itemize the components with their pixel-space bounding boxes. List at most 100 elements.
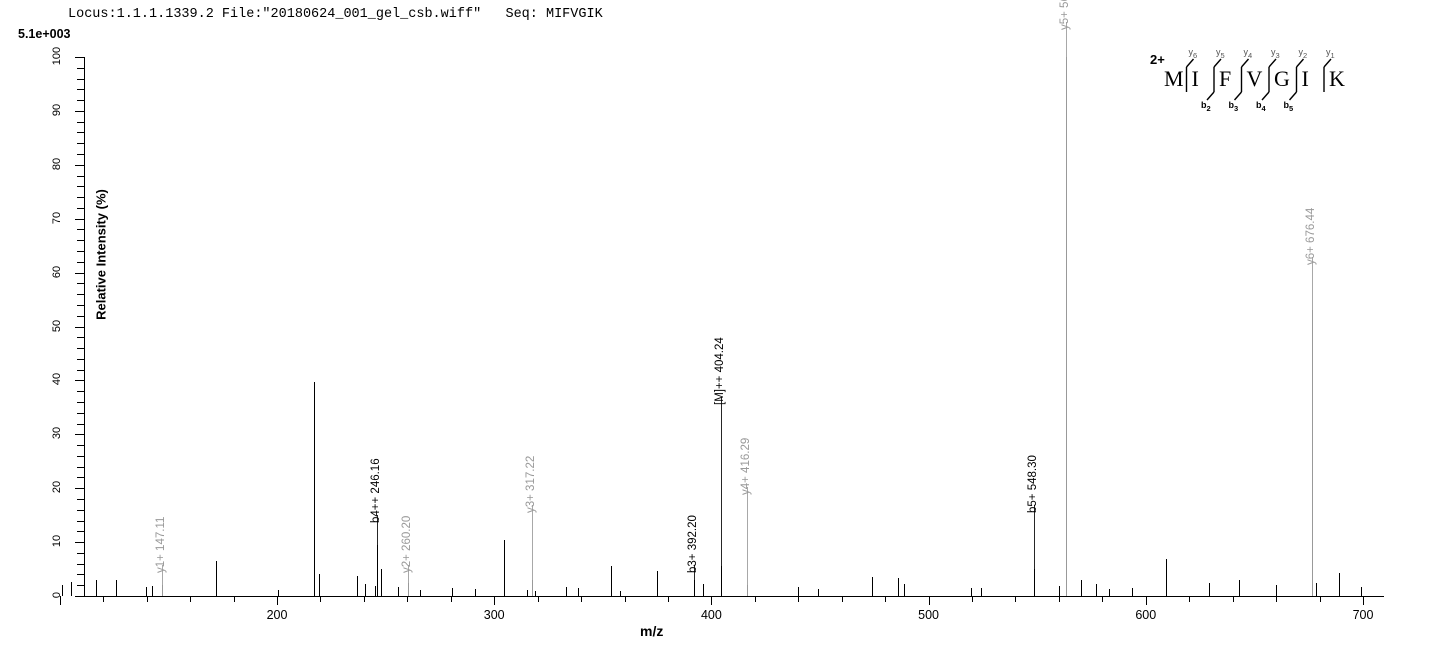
- x-axis-tick: [798, 596, 800, 602]
- spectrum-peak: [535, 590, 537, 596]
- x-axis-title: m/z: [640, 623, 664, 639]
- y-ion-label: y5: [1216, 47, 1225, 60]
- y-axis-tick: [77, 261, 84, 263]
- x-axis-tick: [928, 596, 930, 605]
- y-axis-tick: [77, 585, 84, 587]
- peak-leader-line: [1066, 22, 1068, 57]
- y-axis-tick: [77, 132, 84, 134]
- spectrum-peak-labeled: [1033, 569, 1035, 596]
- spectrum-peak: [420, 589, 422, 596]
- x-axis-tick: [363, 596, 365, 602]
- spectrum-peak: [1131, 588, 1133, 596]
- spectrum-peak: [1080, 579, 1082, 596]
- y-axis-line: [84, 57, 85, 597]
- y-axis-tick: [77, 67, 84, 69]
- peak-leader-line: [746, 487, 748, 586]
- y-axis-tick: [77, 100, 84, 102]
- y-ion-label: y6: [1188, 47, 1198, 60]
- y-axis-tick: [77, 121, 84, 123]
- y-axis-tick: [77, 348, 84, 350]
- y-axis-tick: [77, 574, 84, 576]
- spectrum-peak-labeled: [162, 585, 164, 596]
- y-axis-tick-label: 10: [51, 534, 63, 548]
- y-ion-label: y2: [1298, 47, 1308, 60]
- y-axis-tick-label: 30: [51, 427, 63, 440]
- spectrum-peak: [116, 579, 118, 596]
- y-axis-tick: [77, 143, 84, 145]
- x-axis-tick: [59, 596, 61, 605]
- peak-annotation-label: y6+ 676.44: [1304, 207, 1317, 265]
- peptide-residue: G: [1274, 66, 1290, 91]
- peak-annotation-label: y1+ 147.11: [155, 516, 168, 573]
- charge-state-label: 2+: [1150, 52, 1165, 67]
- y-ion-label: y4: [1243, 47, 1253, 60]
- x-axis-tick: [711, 596, 713, 605]
- spectrum-peak: [1108, 589, 1110, 596]
- peak-annotation-label: y2+ 260.20: [400, 515, 413, 573]
- peak-leader-line: [162, 565, 164, 586]
- peptide-residue: M: [1164, 66, 1184, 91]
- y-axis-tick: [77, 207, 84, 209]
- y-axis-tick: [77, 445, 84, 447]
- y-ion-label: y3: [1271, 47, 1280, 60]
- x-axis-tick: [885, 596, 887, 602]
- intensity-scale-label: 5.1e+003: [18, 27, 71, 41]
- spectrum-peak: [1316, 582, 1318, 596]
- peak-leader-line: [531, 505, 533, 580]
- spectrum-peak: [319, 574, 321, 596]
- y-axis-tick: [77, 294, 84, 296]
- spectrum-peak-labeled: [1311, 310, 1313, 596]
- spectrum-peak: [70, 582, 72, 596]
- y-axis-tick: [75, 272, 84, 274]
- x-axis-tick: [190, 596, 192, 602]
- y-axis-tick: [75, 164, 84, 166]
- spectrum-peak: [657, 570, 659, 596]
- y-axis-tick: [77, 283, 84, 285]
- y-axis-tick: [75, 380, 84, 382]
- y-axis-tick-label: 70: [51, 211, 63, 224]
- spectrum-peak: [397, 587, 399, 596]
- y-axis-tick: [75, 488, 84, 490]
- y-axis-tick-label: 60: [51, 265, 63, 278]
- mass-spectrum-plot: Relative Intensity (%) 0 10 20 30 40 50 60 70 80…: [51, 0, 1384, 622]
- spectrum-peak: [970, 587, 972, 596]
- spectrum-peak: [565, 587, 567, 596]
- x-axis-tick-label: 500: [918, 608, 940, 622]
- y-axis-tick: [77, 240, 84, 242]
- y-axis-tick-label: 20: [51, 481, 63, 494]
- spectrum-peak: [1166, 559, 1168, 596]
- x-axis-tick: [841, 596, 843, 602]
- spectrum-peak: [1360, 587, 1362, 596]
- y-axis-tick: [77, 498, 84, 500]
- b-ion-label: b4: [1256, 100, 1266, 113]
- header-title: Locus:1.1.1.1339.2 File:"20180624_001_ge…: [68, 7, 603, 22]
- y-axis-tick-label: 80: [51, 157, 63, 170]
- spectrum-peak: [503, 540, 505, 596]
- x-axis-tick-label: 600: [1135, 608, 1157, 622]
- y-axis-tick: [77, 531, 84, 533]
- y-axis-tick: [75, 542, 84, 544]
- x-axis-tick: [233, 596, 235, 602]
- x-axis-tick-label: 200: [266, 608, 288, 622]
- x-axis-tick: [103, 596, 105, 602]
- peak-annotation-label: b4++ 246.16: [370, 458, 383, 523]
- x-axis-tick-label: 700: [1352, 608, 1374, 622]
- y-axis-tick: [75, 326, 84, 328]
- peak-leader-line: [377, 515, 379, 545]
- y-axis-tick: [77, 477, 84, 479]
- peak-annotation-label: y3+ 317.22: [524, 455, 537, 513]
- y-axis-tick: [77, 358, 84, 360]
- y-axis-tick: [77, 315, 84, 317]
- peak-leader-line: [720, 397, 722, 567]
- spectrum-peak: [980, 587, 982, 596]
- y-axis-tick: [77, 563, 84, 565]
- peak-leader-line: [1033, 505, 1035, 570]
- y-axis-tick: [77, 466, 84, 468]
- y-axis-tick: [77, 337, 84, 339]
- spectrum-peak: [1276, 585, 1278, 596]
- x-axis-tick-label: 300: [483, 608, 505, 622]
- x-axis-tick: [537, 596, 539, 602]
- spectrum-peak: [357, 575, 359, 596]
- x-axis-tick: [407, 596, 409, 602]
- y-axis-tick: [77, 175, 84, 177]
